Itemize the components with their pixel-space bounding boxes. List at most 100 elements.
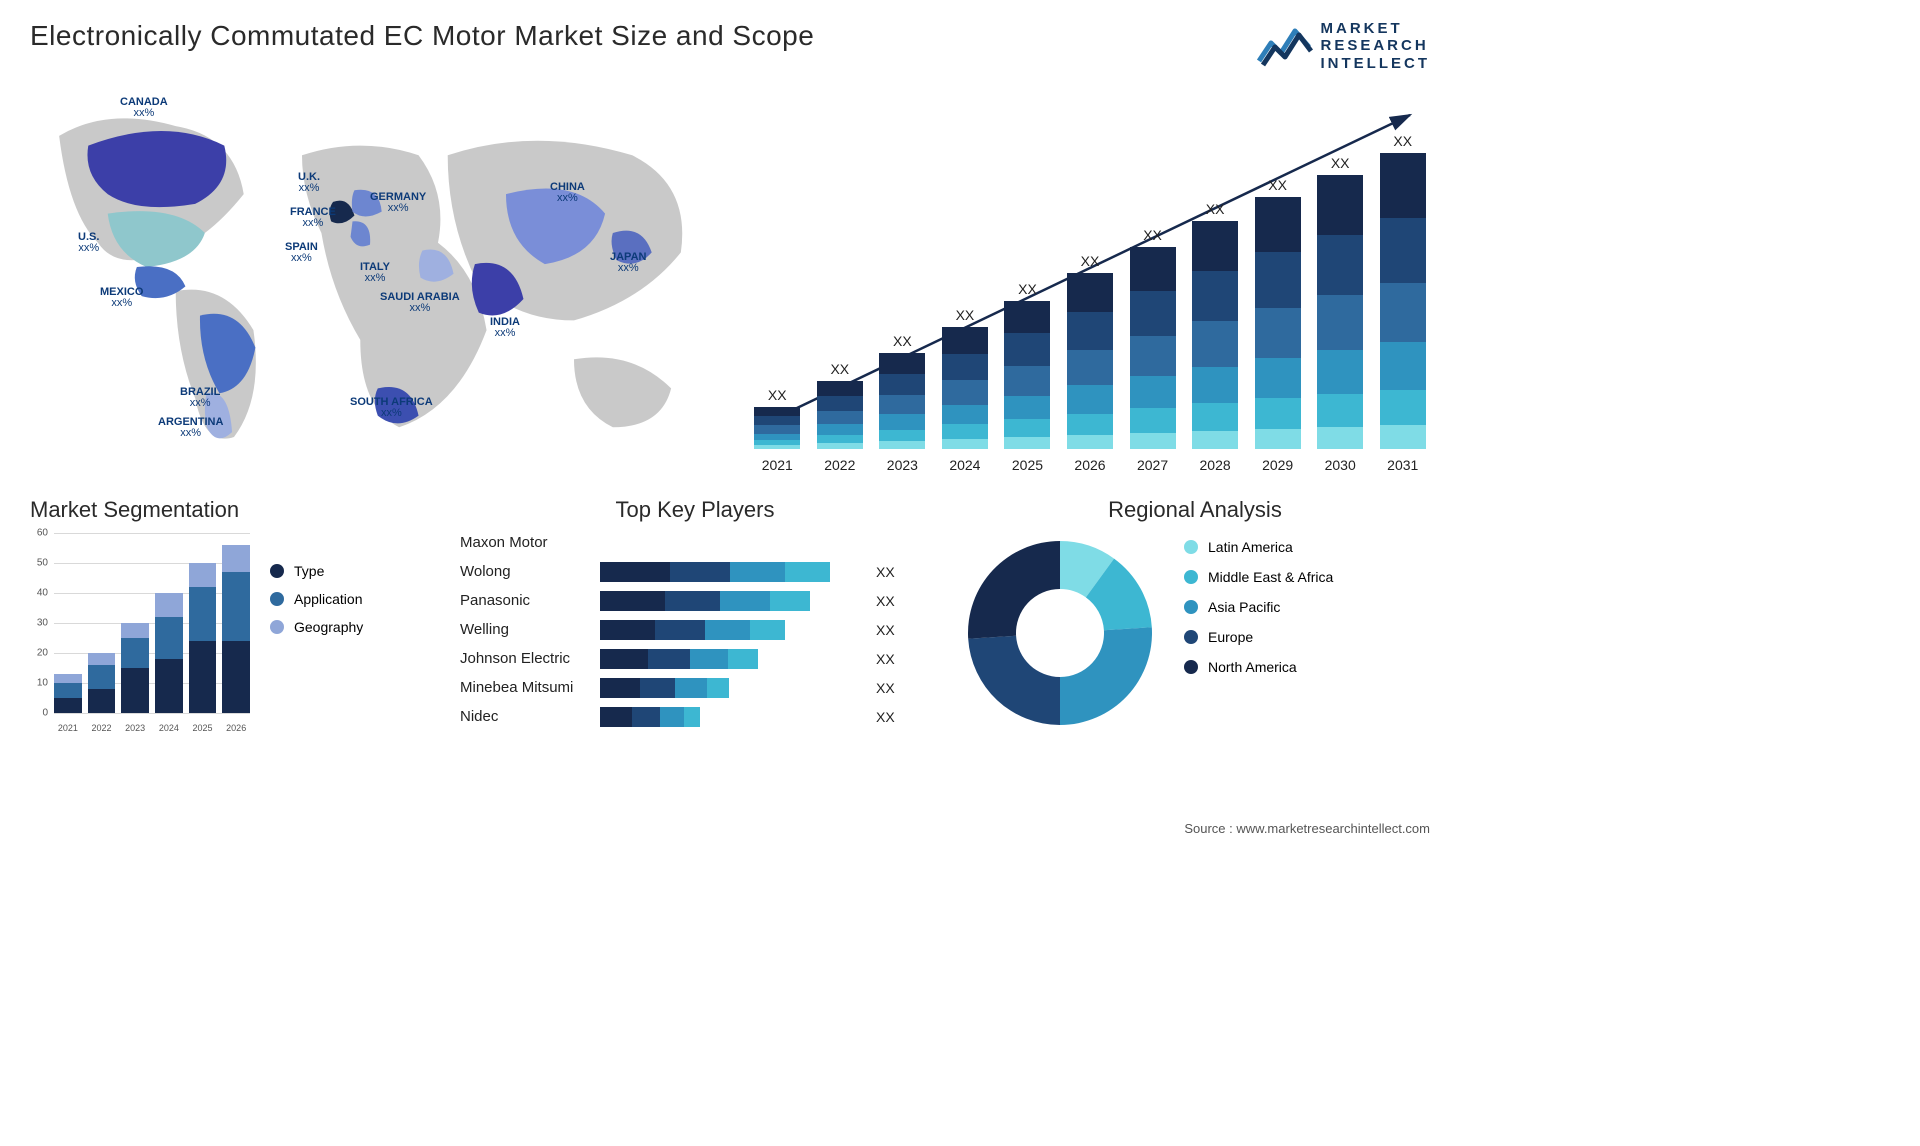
world-map: CANADAxx%U.S.xx%MEXICOxx%BRAZILxx%ARGENT… xyxy=(30,97,710,477)
bar-segment xyxy=(1130,247,1176,291)
key-players-panel: Top Key Players Maxon Motor Wolong XX Panas… xyxy=(460,497,930,733)
country-label: CANADAxx% xyxy=(120,97,168,120)
legend-swatch xyxy=(1184,570,1198,584)
legend-label: Application xyxy=(294,591,363,607)
player-name: Panasonic xyxy=(460,592,600,609)
bar-column: XX xyxy=(1000,281,1055,449)
seg-bar xyxy=(222,545,250,713)
bar-segment xyxy=(754,416,800,425)
market-size-chart: XXXXXXXXXXXXXXXXXXXXXX 20212022202320242… xyxy=(750,97,1430,477)
country-label: U.K.xx% xyxy=(298,172,320,195)
bar-segment xyxy=(1067,435,1113,449)
legend-item: Latin America xyxy=(1184,539,1333,555)
bar-segment xyxy=(942,380,988,404)
country-label: INDIAxx% xyxy=(490,317,520,340)
player-bar xyxy=(600,562,870,582)
seg-x-label: 2021 xyxy=(54,723,82,733)
y-tick: 50 xyxy=(37,557,48,568)
bar-value-label: XX xyxy=(1268,177,1287,193)
legend-item: Application xyxy=(270,591,363,607)
country-label: SPAINxx% xyxy=(285,242,318,265)
legend-label: Geography xyxy=(294,619,363,635)
bar-segment xyxy=(754,425,800,433)
seg-x-label: 2024 xyxy=(155,723,183,733)
x-axis-label: 2028 xyxy=(1188,457,1243,473)
x-axis-label: 2021 xyxy=(750,457,805,473)
key-players-title: Top Key Players xyxy=(460,497,930,523)
bar-segment xyxy=(879,353,925,374)
seg-bar xyxy=(121,623,149,713)
regional-title: Regional Analysis xyxy=(960,497,1430,523)
country-label: CHINAxx% xyxy=(550,182,585,205)
bar-value-label: XX xyxy=(1018,281,1037,297)
bar-segment xyxy=(1192,403,1238,430)
y-tick: 60 xyxy=(37,527,48,538)
bar-segment xyxy=(1067,350,1113,385)
bar-segment xyxy=(1192,367,1238,403)
player-name: Johnson Electric xyxy=(460,650,600,667)
logo-line2: RESEARCH xyxy=(1321,37,1431,54)
player-name: Nidec xyxy=(460,708,600,725)
bar-segment xyxy=(1255,308,1301,358)
bar-column: XX xyxy=(1188,201,1243,449)
segmentation-title: Market Segmentation xyxy=(30,497,430,523)
player-value: XX xyxy=(870,593,910,609)
country-label: SOUTH AFRICAxx% xyxy=(350,397,433,420)
bar-segment xyxy=(1130,433,1176,449)
seg-bar xyxy=(155,593,183,713)
player-name: Maxon Motor xyxy=(460,534,600,551)
player-bar xyxy=(600,678,870,698)
bar-segment xyxy=(1317,235,1363,295)
bar-segment xyxy=(1004,301,1050,334)
legend-item: Europe xyxy=(1184,629,1333,645)
x-axis-label: 2031 xyxy=(1375,457,1430,473)
bar-value-label: XX xyxy=(830,361,849,377)
bar-column: XX xyxy=(1313,155,1368,449)
bar-segment xyxy=(1380,342,1426,389)
bar-segment xyxy=(1192,271,1238,321)
bar-value-label: XX xyxy=(893,333,912,349)
bar-segment xyxy=(817,443,863,448)
bar-segment xyxy=(1317,175,1363,235)
bar-segment xyxy=(879,441,925,449)
bar-segment xyxy=(879,414,925,429)
bar-segment xyxy=(1004,437,1050,449)
bar-segment xyxy=(817,435,863,443)
logo-line3: INTELLECT xyxy=(1321,55,1431,72)
regional-donut-chart xyxy=(960,533,1160,733)
legend-label: North America xyxy=(1208,659,1297,675)
bar-column: XX xyxy=(875,333,930,449)
bar-segment xyxy=(754,434,800,441)
bar-column: XX xyxy=(1375,133,1430,449)
bar-value-label: XX xyxy=(1331,155,1350,171)
bar-column: XX xyxy=(1063,253,1118,449)
bar-segment xyxy=(817,396,863,411)
bar-segment xyxy=(1130,376,1176,408)
brand-logo: MARKET RESEARCH INTELLECT xyxy=(1257,20,1431,72)
bar-segment xyxy=(1255,197,1301,252)
bar-segment xyxy=(1255,398,1301,428)
seg-bar xyxy=(54,674,82,713)
seg-x-label: 2022 xyxy=(88,723,116,733)
segmentation-chart: 0102030405060 202120222023202420252026 xyxy=(30,533,250,733)
x-axis-label: 2030 xyxy=(1313,457,1368,473)
legend-swatch xyxy=(270,592,284,606)
x-axis-label: 2025 xyxy=(1000,457,1055,473)
bar-segment xyxy=(1130,291,1176,335)
bar-segment xyxy=(1255,252,1301,307)
regional-legend: Latin AmericaMiddle East & AfricaAsia Pa… xyxy=(1184,533,1333,675)
country-label: MEXICOxx% xyxy=(100,287,143,310)
bar-segment xyxy=(1317,350,1363,394)
donut-slice xyxy=(968,541,1060,639)
bar-segment xyxy=(817,381,863,396)
logo-line1: MARKET xyxy=(1321,20,1431,37)
player-bar xyxy=(600,620,870,640)
bar-segment xyxy=(1380,425,1426,449)
bar-column: XX xyxy=(938,307,993,449)
bar-value-label: XX xyxy=(956,307,975,323)
country-label: SAUDI ARABIAxx% xyxy=(380,292,460,315)
bar-segment xyxy=(1130,336,1176,376)
bar-segment xyxy=(1192,431,1238,449)
player-name: Wolong xyxy=(460,563,600,580)
country-label: JAPANxx% xyxy=(610,252,646,275)
